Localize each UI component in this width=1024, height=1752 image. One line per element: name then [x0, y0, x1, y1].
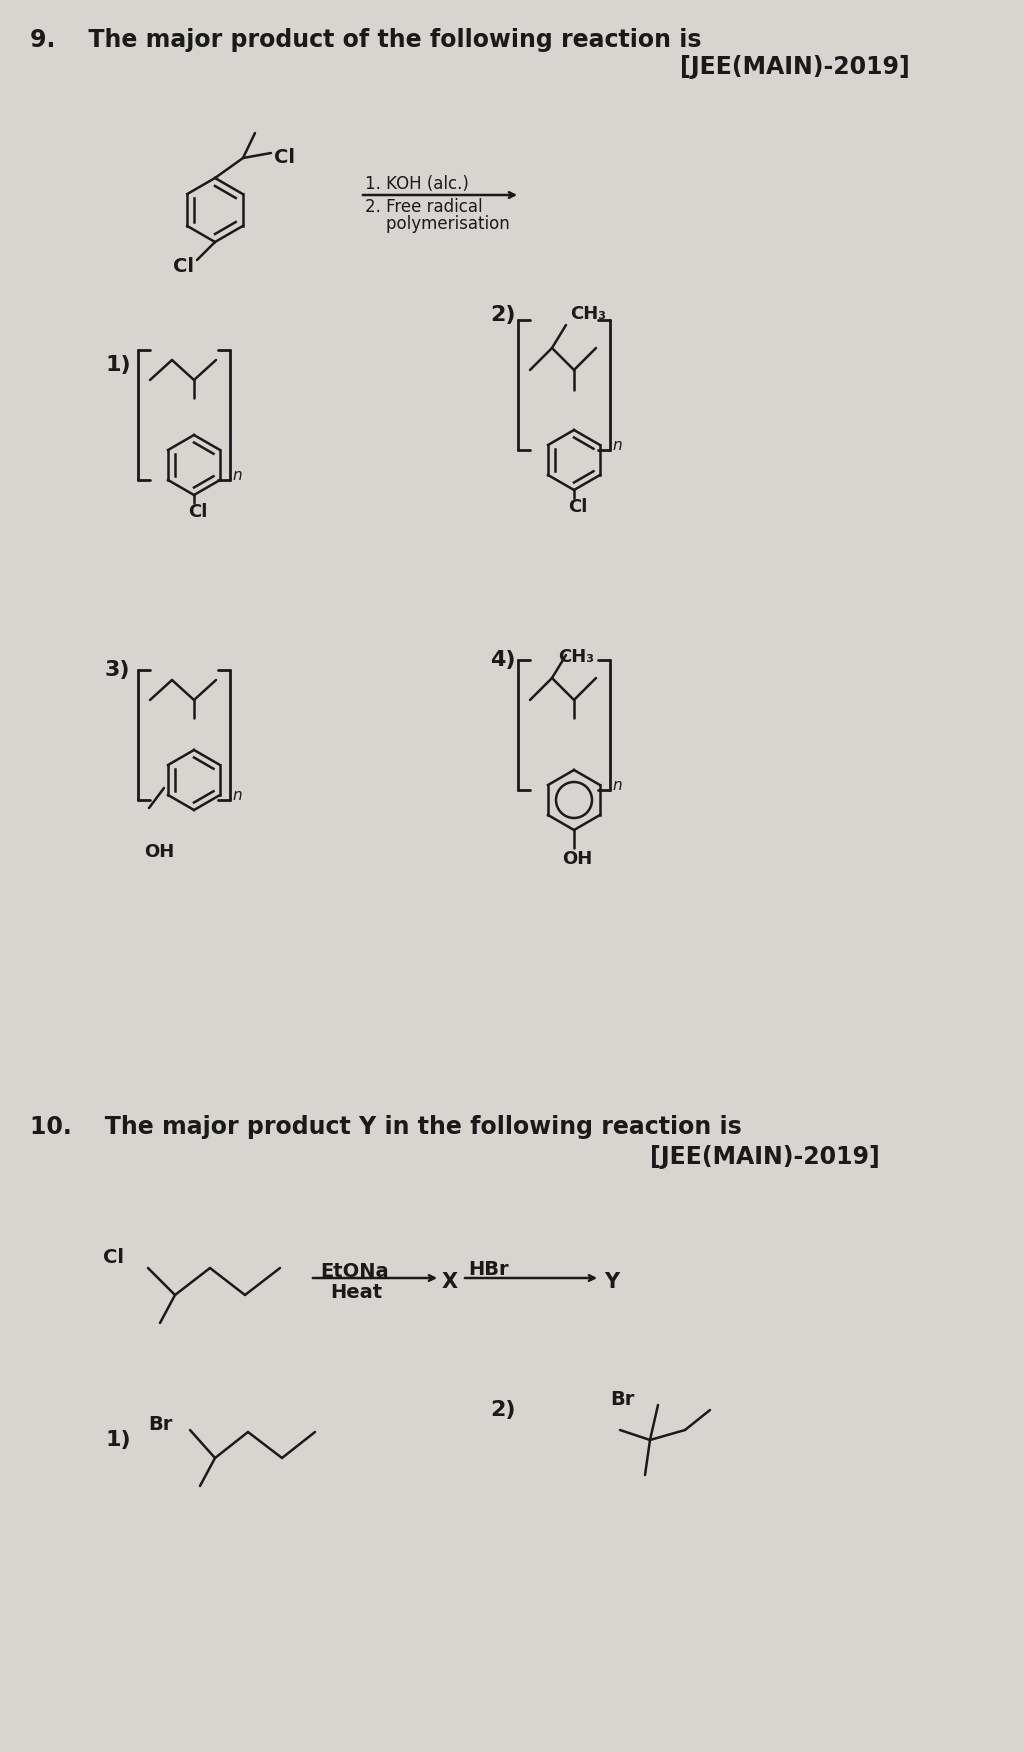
Text: [JEE(MAIN)-2019]: [JEE(MAIN)-2019]: [680, 54, 909, 79]
Text: OH: OH: [562, 850, 592, 867]
Text: CH₃: CH₃: [558, 648, 594, 666]
Text: Cl: Cl: [173, 258, 194, 277]
Text: 2. Free radical: 2. Free radical: [365, 198, 482, 215]
Text: Y: Y: [604, 1272, 620, 1291]
Text: EtONa: EtONa: [319, 1261, 389, 1281]
Text: [JEE(MAIN)-2019]: [JEE(MAIN)-2019]: [650, 1146, 880, 1169]
Text: X: X: [442, 1272, 458, 1291]
Text: 4): 4): [490, 650, 515, 669]
Text: 1. KOH (alc.): 1. KOH (alc.): [365, 175, 469, 193]
Text: CH₃: CH₃: [570, 305, 606, 322]
Text: Cl: Cl: [188, 503, 208, 520]
Text: 1): 1): [105, 1430, 131, 1451]
Text: OH: OH: [144, 843, 174, 860]
Text: 9.    The major product of the following reaction is: 9. The major product of the following re…: [30, 28, 701, 53]
Text: Br: Br: [148, 1416, 172, 1433]
Text: 3): 3): [105, 661, 130, 680]
Text: 2): 2): [490, 1400, 515, 1421]
Text: Cl: Cl: [103, 1247, 124, 1267]
Text: polymerisation: polymerisation: [365, 215, 510, 233]
Text: n: n: [612, 778, 622, 794]
Text: Heat: Heat: [330, 1282, 382, 1302]
Text: Br: Br: [610, 1389, 635, 1409]
Text: HBr: HBr: [468, 1260, 509, 1279]
Text: 2): 2): [490, 305, 515, 326]
Text: 10.    The major product Y in the following reaction is: 10. The major product Y in the following…: [30, 1114, 741, 1139]
Text: 1): 1): [105, 356, 131, 375]
Text: n: n: [612, 438, 622, 454]
Text: n: n: [232, 788, 242, 802]
Text: Cl: Cl: [274, 147, 295, 166]
Text: Cl: Cl: [568, 498, 588, 517]
Text: n: n: [232, 468, 242, 484]
